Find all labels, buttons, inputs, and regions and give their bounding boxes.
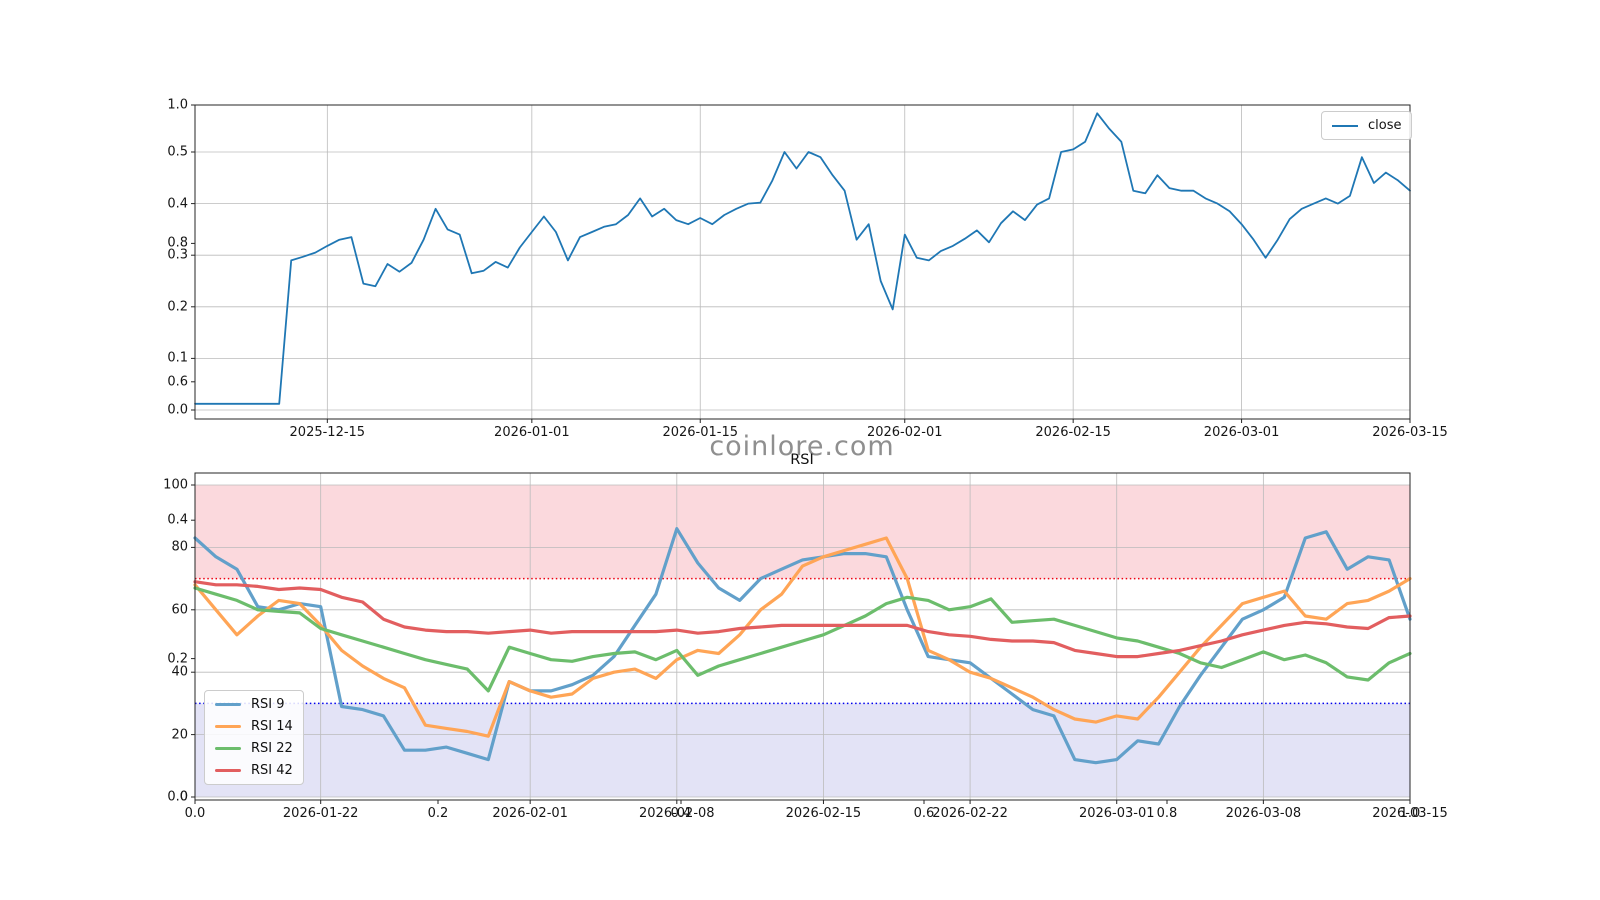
oversold-band: [195, 703, 1410, 797]
rsi-42-line-sample: [215, 768, 241, 773]
legend-entry-rsi-22: RSI 22: [215, 741, 293, 756]
close-line: [194, 112, 1411, 405]
legend-entry-rsi-14: RSI 14: [215, 719, 293, 734]
legend-label-close: close: [1368, 118, 1402, 133]
legend-label-rsi-9: RSI 9: [251, 697, 285, 712]
legend-label-rsi-22: RSI 22: [251, 741, 293, 756]
rsi-14-line: [193, 536, 1412, 738]
rsi-14-line-sample: [215, 724, 241, 729]
legend-entry-rsi-42: RSI 42: [215, 763, 293, 778]
rsi-legend: RSI 9 RSI 14 RSI 22 RSI 42: [204, 690, 304, 785]
legend-entry-rsi-9: RSI 9: [215, 697, 293, 712]
rsi-42-line: [193, 580, 1412, 659]
price-axes-spines: [194, 104, 1411, 420]
legend-entry-close: close: [1332, 118, 1401, 133]
legend-label-rsi-42: RSI 42: [251, 763, 293, 778]
close-line-sample: [1332, 124, 1358, 127]
price-legend: close: [1321, 111, 1413, 140]
rsi-22-line-sample: [215, 746, 241, 751]
rsi-axes-spines: [194, 472, 1411, 801]
overbought-band: [195, 485, 1410, 579]
legend-label-rsi-14: RSI 14: [251, 719, 293, 734]
rsi-chart-title: RSI: [790, 452, 814, 468]
watermark: coinlore.com: [709, 431, 895, 462]
rsi-9-line-sample: [215, 702, 241, 707]
rsi-22-line: [193, 586, 1412, 693]
